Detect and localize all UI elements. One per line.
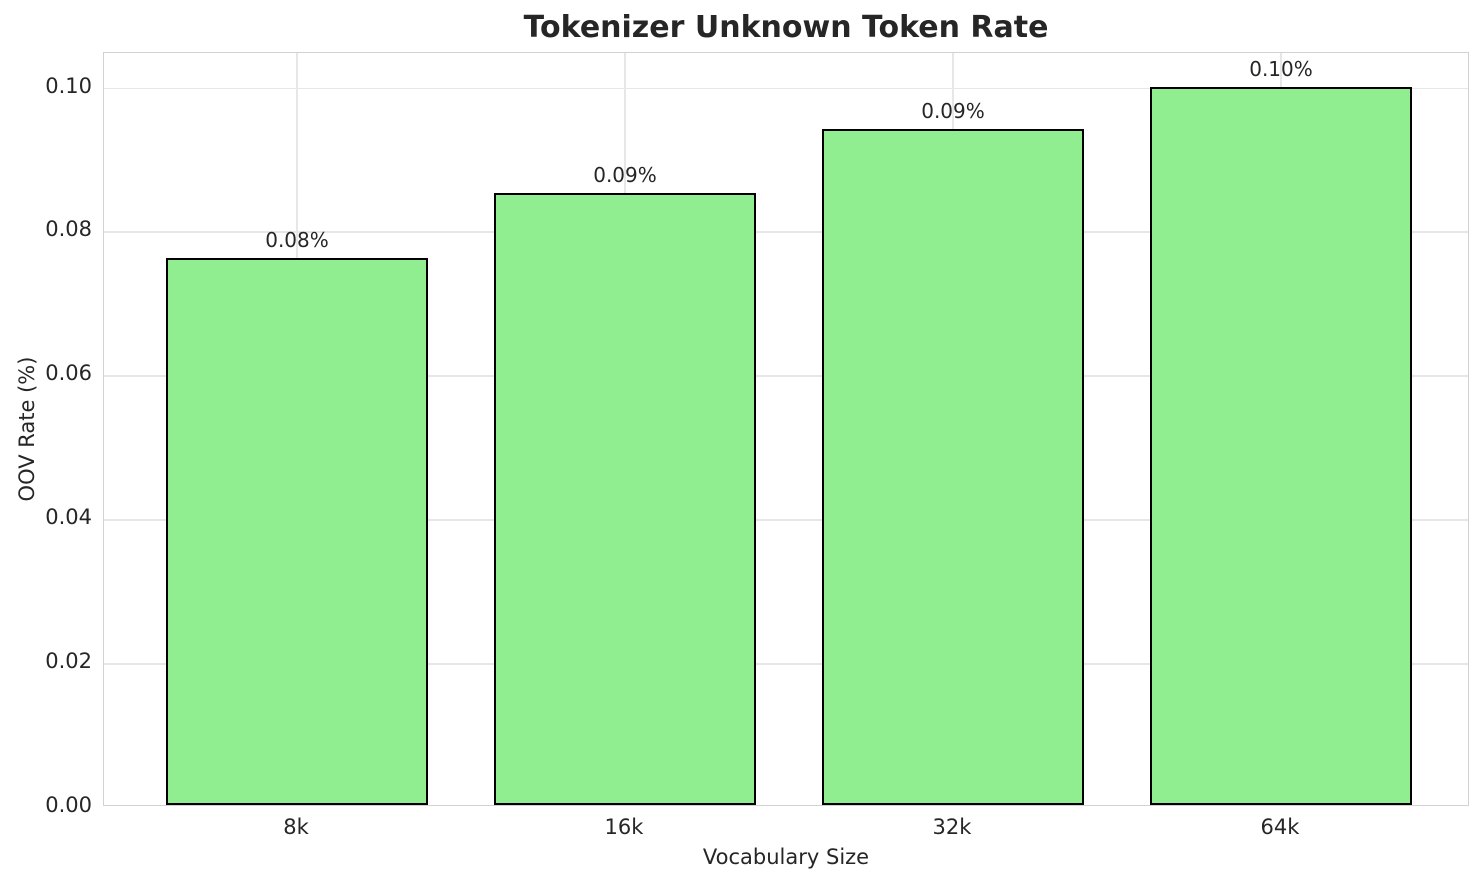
gridline-horizontal — [104, 87, 1468, 90]
bar-16k — [494, 193, 756, 805]
y-tick-label: 0.04 — [45, 505, 92, 530]
bar-64k — [1150, 86, 1412, 805]
x-tick-label: 8k — [283, 815, 309, 839]
bar-value-label: 0.10% — [1249, 56, 1313, 81]
y-tick-label: 0.06 — [45, 361, 92, 386]
gridline-horizontal — [104, 375, 1468, 377]
y-tick-label: 0.10 — [45, 73, 92, 98]
bar-value-label: 0.08% — [265, 228, 329, 253]
x-tick-label: 16k — [604, 815, 644, 839]
bar-8k — [166, 258, 428, 805]
gridline-horizontal — [104, 231, 1468, 233]
bar-value-label: 0.09% — [593, 163, 657, 188]
gridline-horizontal — [104, 519, 1468, 521]
x-tick-label: 32k — [932, 815, 972, 839]
gridline-horizontal — [104, 663, 1468, 665]
bar-value-label: 0.09% — [921, 98, 985, 123]
plot-area: 0.08% 0.09% 0.09% 0.10% — [103, 52, 1469, 806]
x-axis-label: Vocabulary Size — [702, 845, 870, 869]
bar-32k — [822, 128, 1084, 805]
x-tick-label: 64k — [1260, 815, 1300, 839]
y-tick-label: 0.08 — [45, 217, 92, 242]
y-tick-label: 0.00 — [45, 793, 92, 817]
y-tick-label: 0.02 — [45, 649, 92, 674]
chart-title: Tokenizer Unknown Token Rate — [523, 10, 1049, 45]
